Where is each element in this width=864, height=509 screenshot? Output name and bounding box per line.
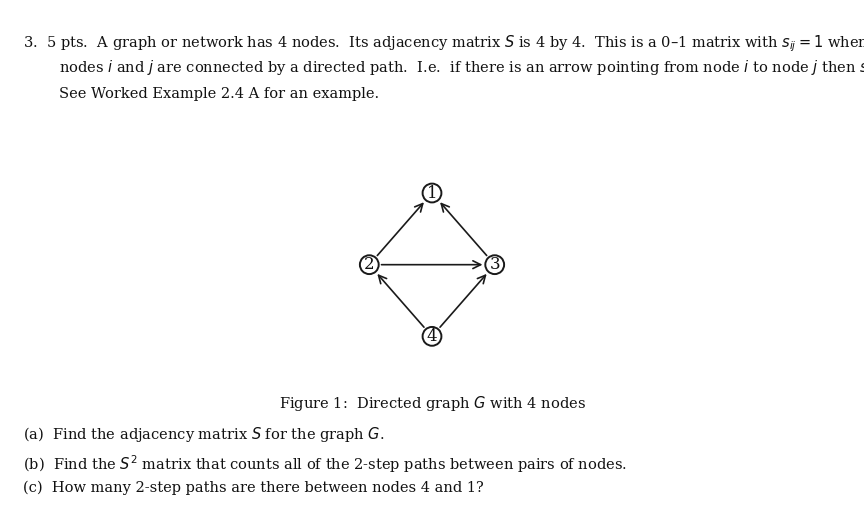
Text: (c)  How many 2-step paths are there between nodes 4 and 1?: (c) How many 2-step paths are there betw… [23,481,484,495]
Circle shape [360,256,378,274]
Text: 3.  5 pts.  A graph or network has 4 nodes.  Its adjacency matrix $S$ is 4 by 4.: 3. 5 pts. A graph or network has 4 nodes… [23,33,864,53]
Text: Figure 1:  Directed graph $G$ with 4 nodes: Figure 1: Directed graph $G$ with 4 node… [278,394,586,413]
Text: (b)  Find the $S^2$ matrix that counts all of the 2-step paths between pairs of : (b) Find the $S^2$ matrix that counts al… [23,453,627,475]
Text: 3: 3 [489,256,500,273]
Text: See Worked Example 2.4 A for an example.: See Worked Example 2.4 A for an example. [59,87,379,101]
Circle shape [422,327,442,346]
Text: 2: 2 [364,256,375,273]
Circle shape [422,184,442,203]
Text: 4: 4 [427,328,437,345]
Circle shape [486,256,504,274]
Text: 1: 1 [427,185,437,202]
Text: nodes $i$ and $j$ are connected by a directed path.  I.e.  if there is an arrow : nodes $i$ and $j$ are connected by a dir… [59,59,864,79]
Text: (a)  Find the adjacency matrix $S$ for the graph $G$.: (a) Find the adjacency matrix $S$ for th… [23,425,384,444]
